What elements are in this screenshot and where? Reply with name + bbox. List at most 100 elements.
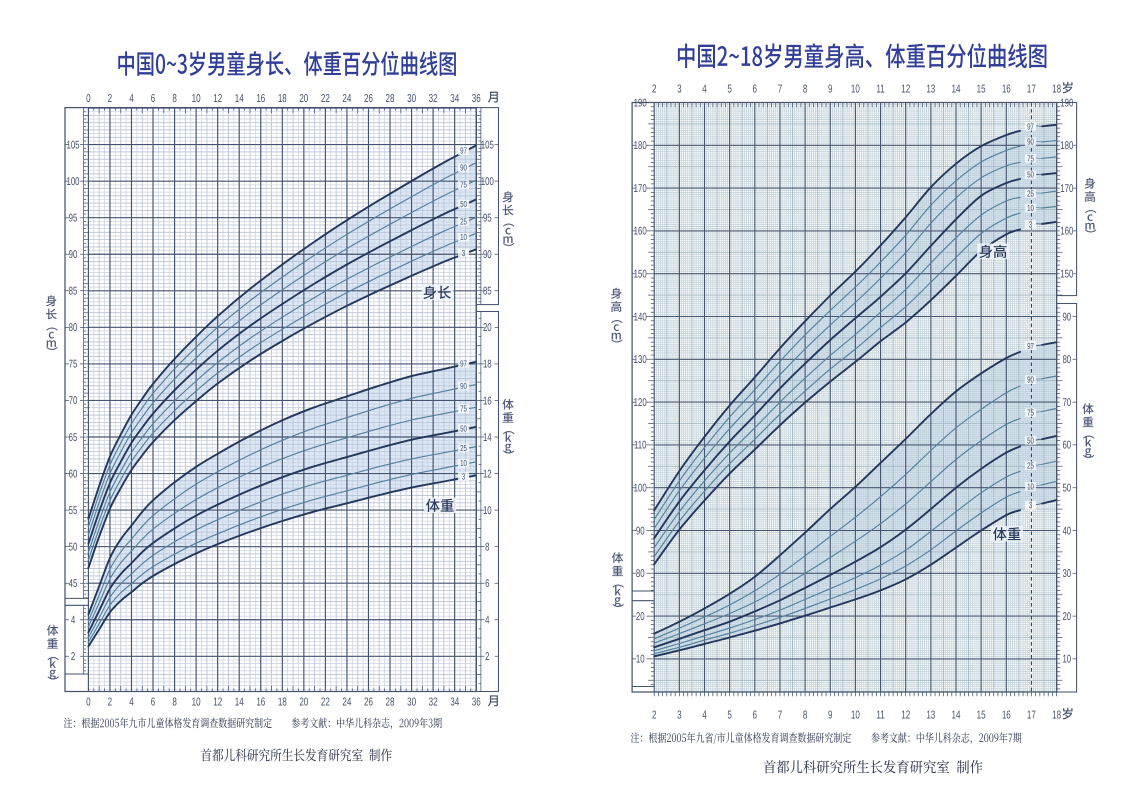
svg-text:11: 11	[876, 84, 884, 96]
svg-text:160: 160	[1060, 226, 1073, 238]
svg-text:140: 140	[634, 311, 647, 323]
svg-text:10: 10	[483, 505, 492, 517]
svg-text:13: 13	[926, 84, 935, 96]
svg-text:105: 105	[66, 139, 79, 151]
svg-text:65: 65	[69, 432, 78, 444]
svg-text:70: 70	[69, 395, 78, 407]
svg-text:18: 18	[483, 359, 492, 371]
svg-text:34: 34	[450, 697, 459, 709]
svg-text:2: 2	[108, 93, 112, 105]
svg-text:10: 10	[192, 697, 201, 709]
svg-text:120: 120	[634, 397, 647, 409]
svg-text:10: 10	[851, 84, 860, 96]
svg-text:85: 85	[69, 286, 78, 298]
svg-text:10: 10	[851, 710, 860, 722]
svg-text:4: 4	[129, 93, 134, 105]
svg-text:4: 4	[485, 615, 489, 627]
svg-text:36: 36	[472, 697, 481, 709]
svg-text:90: 90	[636, 525, 645, 537]
svg-text:50: 50	[69, 541, 78, 553]
svg-text:3: 3	[1029, 219, 1033, 229]
svg-text:55: 55	[69, 505, 78, 517]
svg-text:97: 97	[1027, 121, 1034, 131]
svg-text:10: 10	[192, 93, 201, 105]
svg-text:190: 190	[1060, 97, 1073, 109]
svg-text:14: 14	[235, 697, 244, 709]
svg-text:26: 26	[364, 93, 373, 105]
svg-text:3: 3	[1029, 500, 1033, 510]
svg-text:14: 14	[952, 84, 961, 96]
svg-text:2: 2	[485, 651, 489, 663]
svg-text:100: 100	[66, 176, 79, 188]
svg-text:50: 50	[1027, 170, 1034, 180]
svg-text:12: 12	[901, 84, 910, 96]
svg-text:105: 105	[481, 139, 494, 151]
svg-text:110: 110	[634, 440, 646, 452]
svg-text:34: 34	[450, 93, 459, 105]
svg-text:150: 150	[1060, 269, 1073, 281]
svg-text:95: 95	[483, 213, 492, 225]
svg-text:170: 170	[1060, 183, 1073, 195]
svg-text:90: 90	[460, 381, 467, 391]
svg-text:75: 75	[460, 180, 467, 190]
svg-text:3: 3	[677, 84, 681, 96]
svg-text:24: 24	[342, 93, 351, 105]
svg-text:8: 8	[803, 710, 807, 722]
svg-text:28: 28	[386, 697, 395, 709]
svg-text:90: 90	[69, 249, 78, 261]
svg-text:85: 85	[483, 286, 492, 298]
svg-text:7: 7	[778, 710, 782, 722]
svg-text:10: 10	[1062, 654, 1071, 666]
svg-text:97: 97	[460, 146, 467, 156]
svg-text:100: 100	[481, 176, 494, 188]
svg-text:50: 50	[1062, 483, 1071, 495]
svg-text:6: 6	[753, 84, 757, 96]
svg-text:25: 25	[1027, 189, 1034, 199]
svg-text:95: 95	[69, 213, 78, 225]
svg-text:9: 9	[828, 710, 832, 722]
svg-text:5: 5	[727, 710, 731, 722]
svg-text:18: 18	[1052, 710, 1061, 722]
svg-text:26: 26	[364, 697, 373, 709]
svg-text:16: 16	[256, 697, 265, 709]
svg-text:2: 2	[652, 84, 656, 96]
svg-text:0: 0	[86, 93, 90, 105]
svg-text:0: 0	[86, 697, 90, 709]
svg-text:7: 7	[778, 84, 782, 96]
svg-text:97: 97	[460, 358, 467, 368]
svg-text:150: 150	[634, 269, 647, 281]
svg-text:160: 160	[634, 226, 647, 238]
svg-text:3: 3	[677, 710, 681, 722]
svg-text:180: 180	[634, 140, 647, 152]
svg-text:12: 12	[483, 468, 492, 480]
svg-text:10: 10	[1027, 481, 1034, 491]
svg-text:9: 9	[828, 84, 832, 96]
svg-text:90: 90	[1027, 137, 1034, 147]
svg-text:8: 8	[485, 541, 489, 553]
svg-text:24: 24	[342, 697, 351, 709]
svg-text:22: 22	[321, 93, 330, 105]
svg-text:18: 18	[1052, 84, 1061, 96]
svg-text:45: 45	[69, 578, 78, 590]
svg-text:97: 97	[1027, 341, 1034, 351]
svg-text:2: 2	[71, 651, 75, 663]
svg-text:25: 25	[460, 216, 467, 226]
svg-text:36: 36	[472, 93, 481, 105]
svg-text:100: 100	[634, 483, 647, 495]
svg-text:6: 6	[485, 578, 489, 590]
svg-text:30: 30	[1062, 568, 1071, 580]
svg-text:170: 170	[634, 183, 647, 195]
svg-text:16: 16	[1002, 710, 1011, 722]
svg-text:20: 20	[1062, 611, 1071, 623]
svg-text:70: 70	[1062, 397, 1071, 409]
svg-text:75: 75	[1027, 153, 1034, 163]
svg-text:16: 16	[1002, 84, 1011, 96]
svg-text:10: 10	[636, 654, 645, 666]
svg-text:50: 50	[460, 199, 467, 209]
svg-text:2: 2	[108, 697, 112, 709]
svg-text:4: 4	[702, 84, 707, 96]
svg-text:16: 16	[483, 395, 492, 407]
svg-text:17: 17	[1027, 84, 1036, 96]
svg-text:6: 6	[753, 710, 757, 722]
svg-text:190: 190	[634, 97, 647, 109]
